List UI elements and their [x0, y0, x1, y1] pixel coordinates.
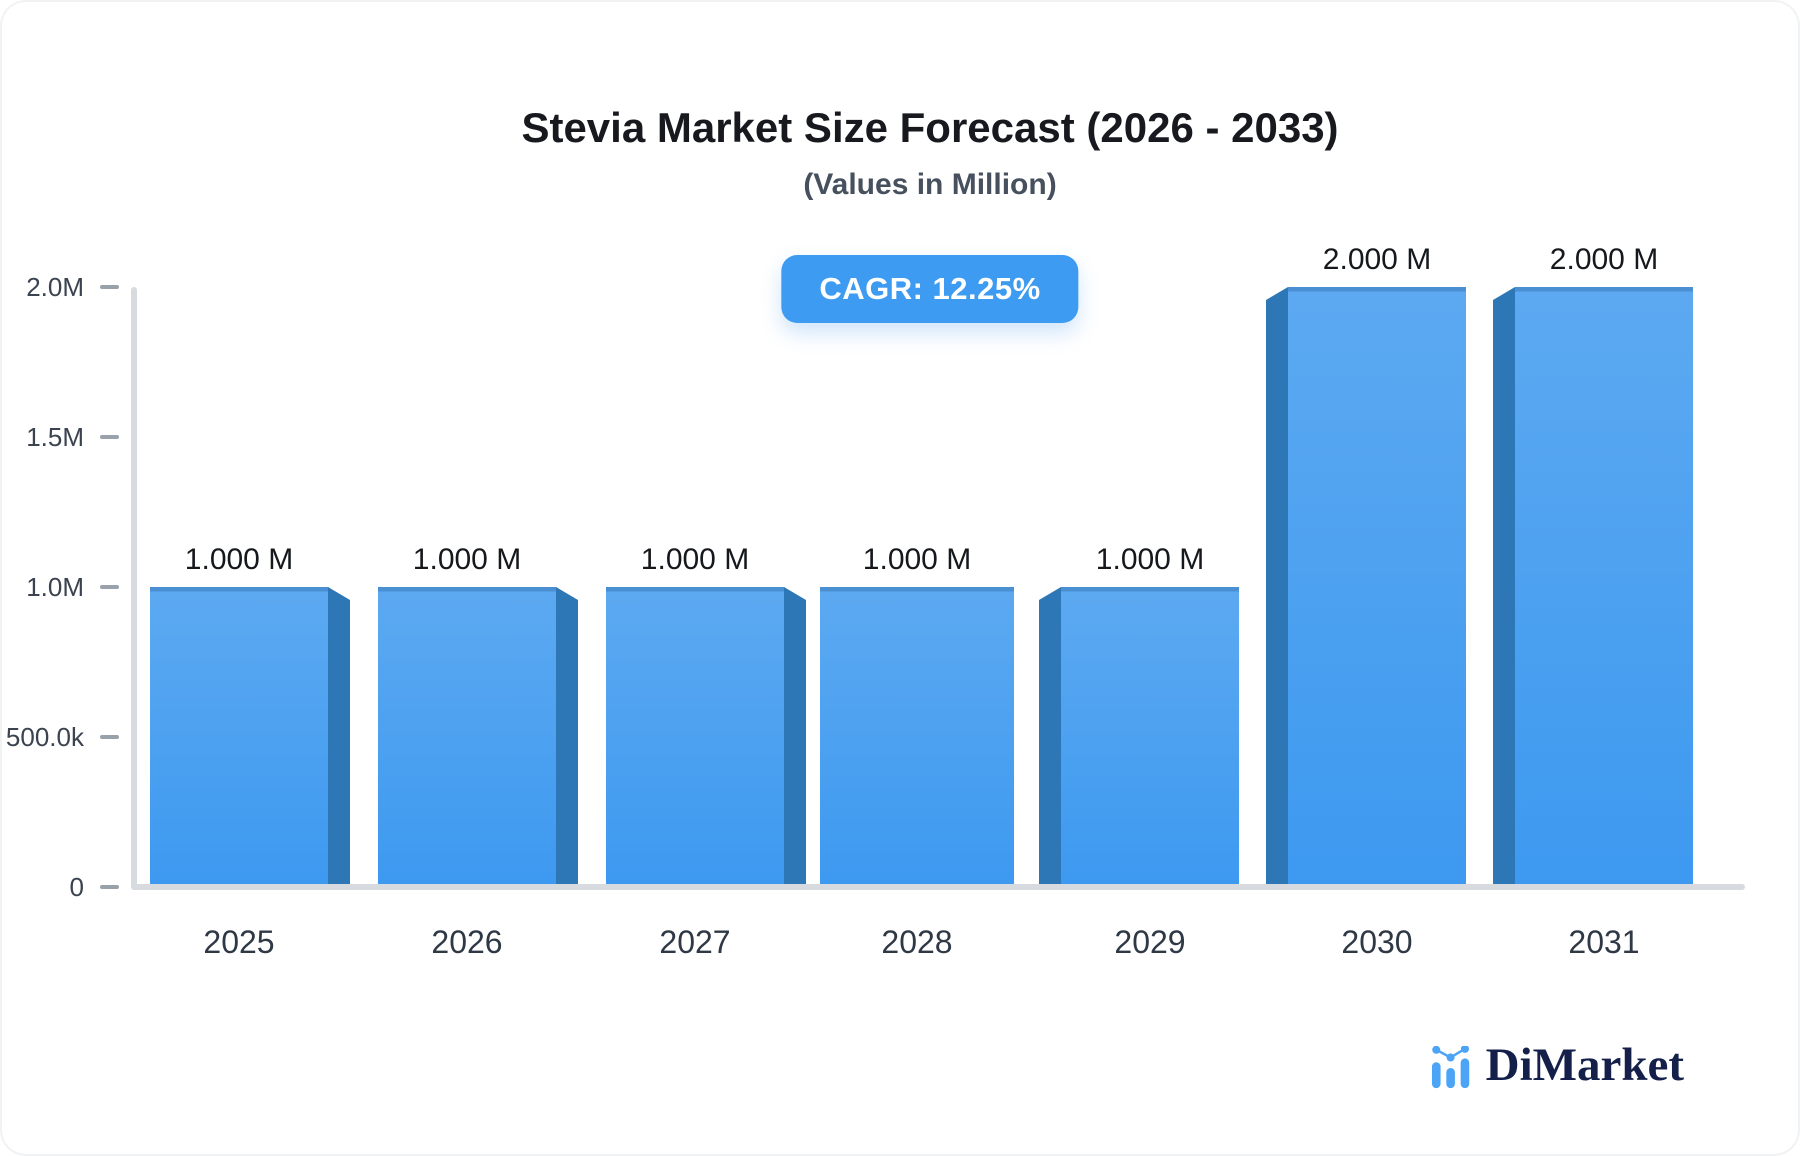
brand-logo: DiMarket	[1430, 1040, 1684, 1090]
x-axis-label-2025: 2025	[203, 924, 275, 960]
bar-line-chart-icon	[1431, 1046, 1469, 1089]
bar-2028	[820, 587, 1014, 887]
x-axis-label-2029: 2029	[1114, 924, 1186, 960]
y-tick-label-3: 500.0k	[5, 722, 84, 752]
bar-2026	[378, 587, 556, 887]
y-tick-label-4: 0	[69, 872, 84, 902]
y-tick-mark-4	[100, 885, 119, 889]
y-tick-mark-3	[100, 735, 119, 739]
y-axis-line	[131, 287, 137, 888]
cagr-badge: CAGR: 12.25%	[781, 255, 1079, 323]
bar-side-facet-2025	[328, 587, 350, 887]
y-tick-mark-1	[100, 435, 119, 439]
bar-value-label-2028: 1.000 M	[862, 543, 972, 576]
chart-subtitle: (Values in Million)	[803, 168, 1057, 201]
bar-side-facet-2031	[1493, 287, 1515, 887]
x-axis-label-2028: 2028	[881, 924, 953, 960]
bar-side-facet-2030	[1266, 287, 1288, 887]
bar-side-facet-2027	[784, 587, 806, 887]
y-tick-label-0: 2.0M	[26, 272, 84, 302]
bar-value-label-2030: 2.000 M	[1322, 243, 1432, 276]
x-axis-label-2031: 2031	[1568, 924, 1640, 960]
bar-value-label-2029: 1.000 M	[1095, 543, 1205, 576]
x-axis-label-2030: 2030	[1341, 924, 1413, 960]
y-tick-mark-0	[100, 285, 119, 289]
bar-2031	[1515, 287, 1693, 887]
bar-2029	[1061, 587, 1239, 887]
bar-2030	[1288, 287, 1466, 887]
bar-value-label-2031: 2.000 M	[1549, 243, 1659, 276]
y-tick-label-1: 1.5M	[26, 422, 84, 452]
x-axis-label-2026: 2026	[431, 924, 503, 960]
y-tick-label-2: 1.0M	[26, 572, 84, 602]
y-tick-mark-2	[100, 585, 119, 589]
bar-value-label-2027: 1.000 M	[640, 543, 750, 576]
brand-name: DiMarket	[1485, 1039, 1684, 1091]
chart-title: Stevia Market Size Forecast (2026 - 2033…	[521, 104, 1339, 151]
bar-value-label-2026: 1.000 M	[412, 543, 522, 576]
bar-value-label-2025: 1.000 M	[184, 543, 294, 576]
bar-side-facet-2026	[556, 587, 578, 887]
x-axis-baseline	[131, 884, 1745, 890]
bar-2025	[150, 587, 328, 887]
bar-2027	[606, 587, 784, 887]
x-axis-label-2027: 2027	[659, 924, 731, 960]
bar-side-facet-2029	[1039, 587, 1061, 887]
